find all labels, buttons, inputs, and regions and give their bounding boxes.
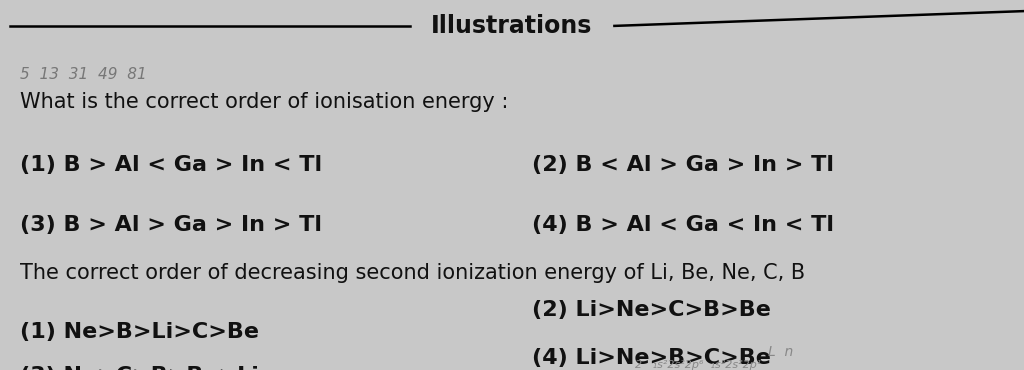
Text: 5  13  31  49  81: 5 13 31 49 81 <box>20 67 147 82</box>
Text: (3) B > Al > Ga > In > Tl: (3) B > Al > Ga > In > Tl <box>20 215 323 235</box>
Text: (4) Li>Ne>B>C>Be: (4) Li>Ne>B>C>Be <box>532 348 771 368</box>
Text: (2) B < Al > Ga > In > Tl: (2) B < Al > Ga > In > Tl <box>532 155 835 175</box>
Text: (1) B > Al < Ga > In < Tl: (1) B > Al < Ga > In < Tl <box>20 155 323 175</box>
Text: What is the correct order of ionisation energy :: What is the correct order of ionisation … <box>20 92 509 112</box>
Text: (3) Ne>C>B>Be>Li: (3) Ne>C>B>Be>Li <box>20 366 259 370</box>
Text: 2   ₁s²2s²2p⁶  ₁s²2s²2p¹: 2 ₁s²2s²2p⁶ ₁s²2s²2p¹ <box>635 360 761 370</box>
Text: (2) Li>Ne>C>B>Be: (2) Li>Ne>C>B>Be <box>532 300 771 320</box>
Text: The correct order of decreasing second ionization energy of Li, Be, Ne, C, B: The correct order of decreasing second i… <box>20 263 806 283</box>
Text: Illustrations: Illustrations <box>431 14 593 38</box>
Text: L  n: L n <box>768 345 794 359</box>
Text: (4) B > Al < Ga < In < Tl: (4) B > Al < Ga < In < Tl <box>532 215 835 235</box>
Text: (1) Ne>B>Li>C>Be: (1) Ne>B>Li>C>Be <box>20 322 259 342</box>
